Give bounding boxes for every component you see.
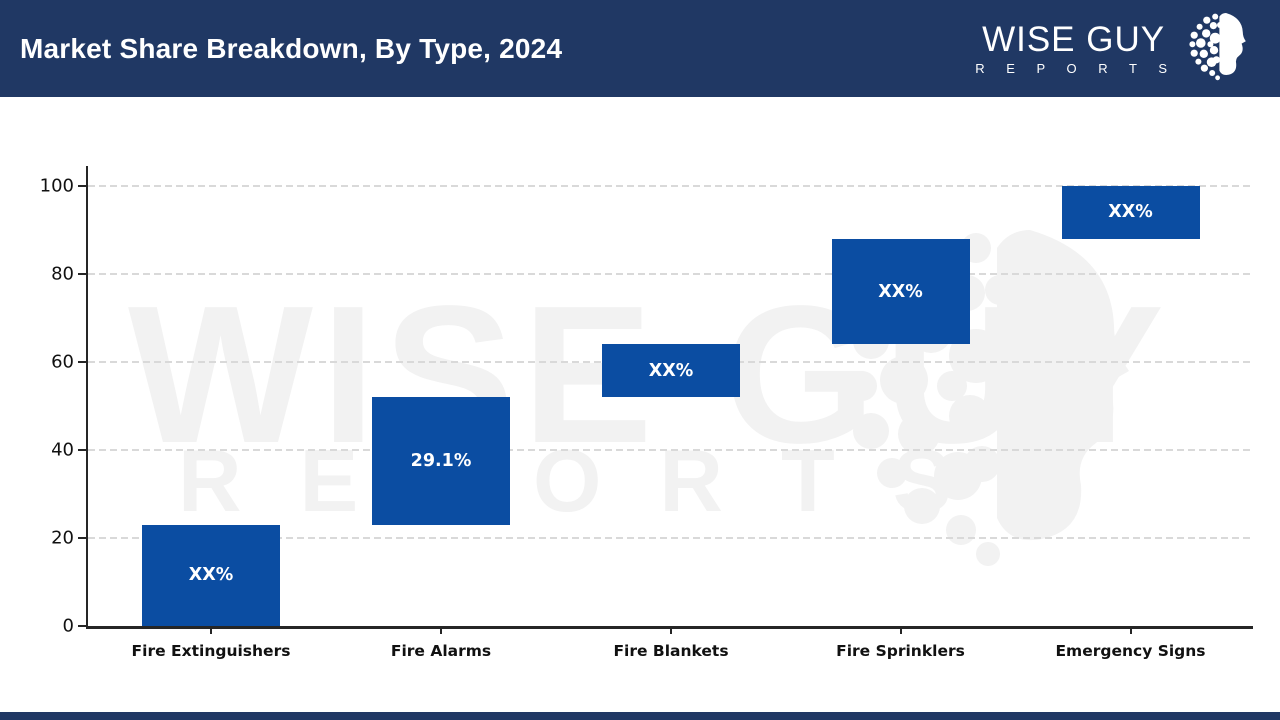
- brand-name: WISE GUY: [982, 20, 1166, 59]
- bar-fire-sprinklers: XX%: [831, 238, 970, 345]
- bar-value-label: XX%: [188, 565, 234, 586]
- brand-logo: WISE GUY R E P O R T S: [971, 7, 1262, 91]
- y-tick-label: 0: [62, 615, 74, 637]
- brand-subtitle: R E P O R T S: [975, 61, 1176, 76]
- x-tick-label: Fire Sprinklers: [836, 642, 965, 660]
- header: Market Share Breakdown, By Type, 2024 WI…: [0, 0, 1280, 97]
- plot-area: 0 20 40 60 80 100 XX% Fire Extinguishers 29.1% Fi…: [40, 166, 1253, 660]
- y-tick-label: 40: [51, 439, 74, 461]
- x-tick-label: Fire Extinguishers: [131, 642, 291, 660]
- bar-value-label: XX%: [648, 360, 694, 381]
- y-tick-label: 80: [51, 263, 74, 285]
- x-tick-label: Emergency Signs: [1055, 642, 1206, 660]
- bar-emergency-signs: XX%: [1061, 186, 1200, 239]
- y-tick-label: 60: [51, 351, 74, 373]
- x-tick-mark: [899, 628, 902, 634]
- y-tick-mark: [78, 449, 86, 451]
- y-tick-mark: [78, 361, 86, 363]
- chart-title: Market Share Breakdown, By Type, 2024: [20, 32, 563, 64]
- footer-bar: [0, 712, 1280, 720]
- bar-value-label: 29.1%: [410, 450, 472, 471]
- x-tick-mark: [1129, 628, 1132, 634]
- x-tick-label: Fire Alarms: [390, 642, 492, 660]
- x-tick-mark: [440, 628, 442, 634]
- x-axis-line: [85, 626, 1253, 629]
- y-tick-label: 20: [51, 527, 74, 549]
- bar-fire-extinguishers: XX%: [142, 524, 280, 626]
- x-tick-label: Fire Blankets: [613, 642, 729, 660]
- bar-fire-blankets: XX%: [602, 344, 740, 397]
- x-tick-mark: [210, 628, 212, 634]
- y-tick-mark: [78, 625, 86, 627]
- y-tick-label: 100: [39, 175, 74, 197]
- bar-fire-alarms: 29.1%: [372, 396, 510, 525]
- y-tick-mark: [78, 273, 86, 275]
- gridline: [88, 537, 1253, 539]
- y-axis-line: [85, 166, 88, 629]
- x-tick-mark: [670, 628, 672, 634]
- gridline: [88, 185, 1253, 187]
- gridline: [88, 449, 1253, 451]
- head-profile-icon: [1189, 12, 1246, 80]
- gridline: [88, 273, 1253, 275]
- bar-value-label: XX%: [1108, 202, 1153, 223]
- y-tick-mark: [78, 537, 86, 539]
- y-tick-mark: [78, 185, 86, 187]
- bar-value-label: XX%: [878, 281, 923, 302]
- brand-logo-text: WISE GUY R E P O R T S: [971, 22, 1176, 75]
- watermark-text-2: REPORTS: [178, 431, 1010, 530]
